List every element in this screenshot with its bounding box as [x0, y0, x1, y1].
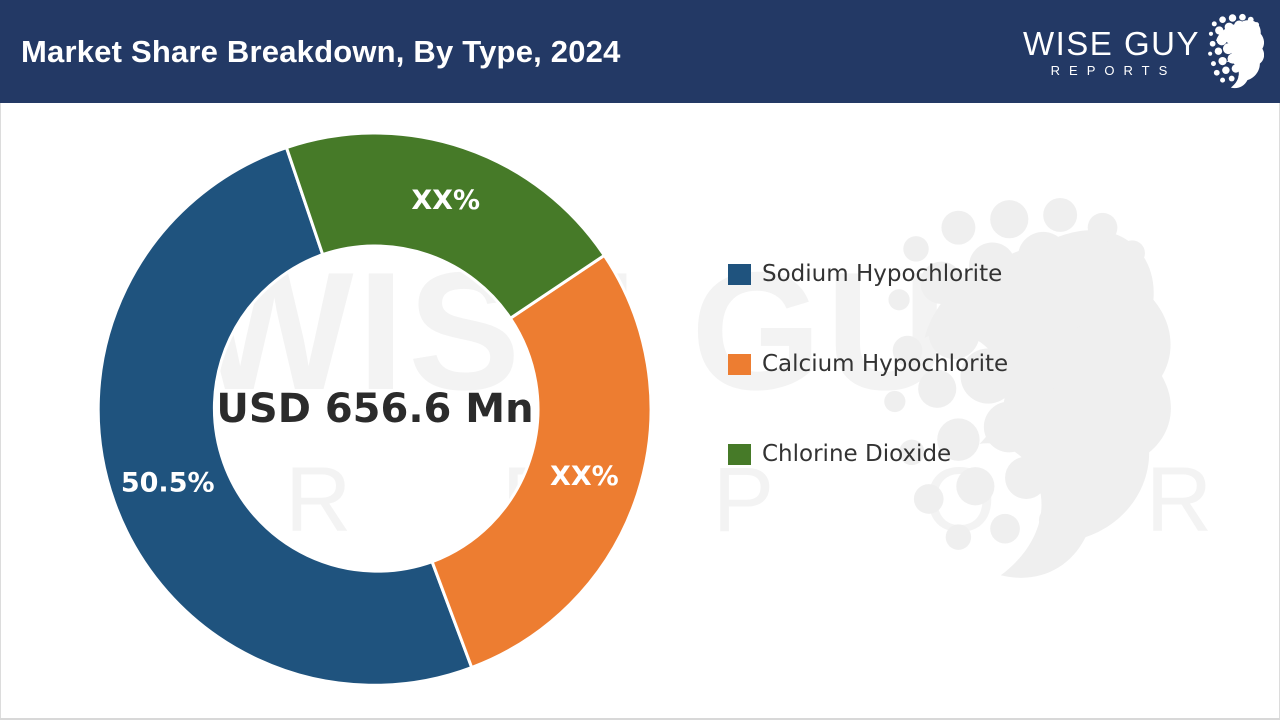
brand-logo-text: WISE GUY REPORTS — [1023, 27, 1200, 77]
logo-reports-text: REPORTS — [1050, 62, 1177, 78]
legend-item-sodium-hypochlorite: Sodium Hypochlorite — [728, 252, 1008, 296]
legend-item-calcium-hypochlorite: Calcium Hypochlorite — [728, 342, 1008, 386]
legend: Sodium Hypochlorite Calcium Hypochlorite… — [728, 252, 1008, 522]
legend-swatch-sodium — [728, 263, 751, 285]
logo-wiseguy-text: WISE GUY — [1022, 24, 1200, 62]
left-border-line — [0, 103, 1, 720]
bottom-divider — [0, 718, 1280, 720]
slice-label-sodium-hypochlorite: 50.5% — [121, 467, 215, 498]
header-bar: Market Share Breakdown, By Type, 2024 WI… — [0, 0, 1280, 103]
slice-label-calcium-hypochlorite: XX% — [550, 461, 619, 492]
brand-logo: WISE GUY REPORTS — [1023, 0, 1264, 103]
slice-calcium-hypochlorite — [430, 253, 653, 669]
legend-label-calcium: Calcium Hypochlorite — [762, 351, 1009, 377]
page-title: Market Share Breakdown, By Type, 2024 — [21, 33, 621, 69]
legend-swatch-chlorine — [728, 443, 751, 465]
slice-label-chlorine-dioxide: XX% — [411, 185, 480, 216]
legend-item-chlorine-dioxide: Chlorine Dioxide — [728, 432, 1008, 476]
slice-chlorine-dioxide — [285, 131, 606, 320]
legend-swatch-calcium — [728, 353, 751, 375]
legend-label-sodium: Sodium Hypochlorite — [762, 261, 1003, 287]
donut-center-value: USD 656.6 Mn — [216, 386, 533, 432]
legend-label-chlorine: Chlorine Dioxide — [762, 441, 952, 467]
logo-face-icon — [1208, 13, 1264, 88]
slice-sodium-hypochlorite — [96, 146, 474, 687]
